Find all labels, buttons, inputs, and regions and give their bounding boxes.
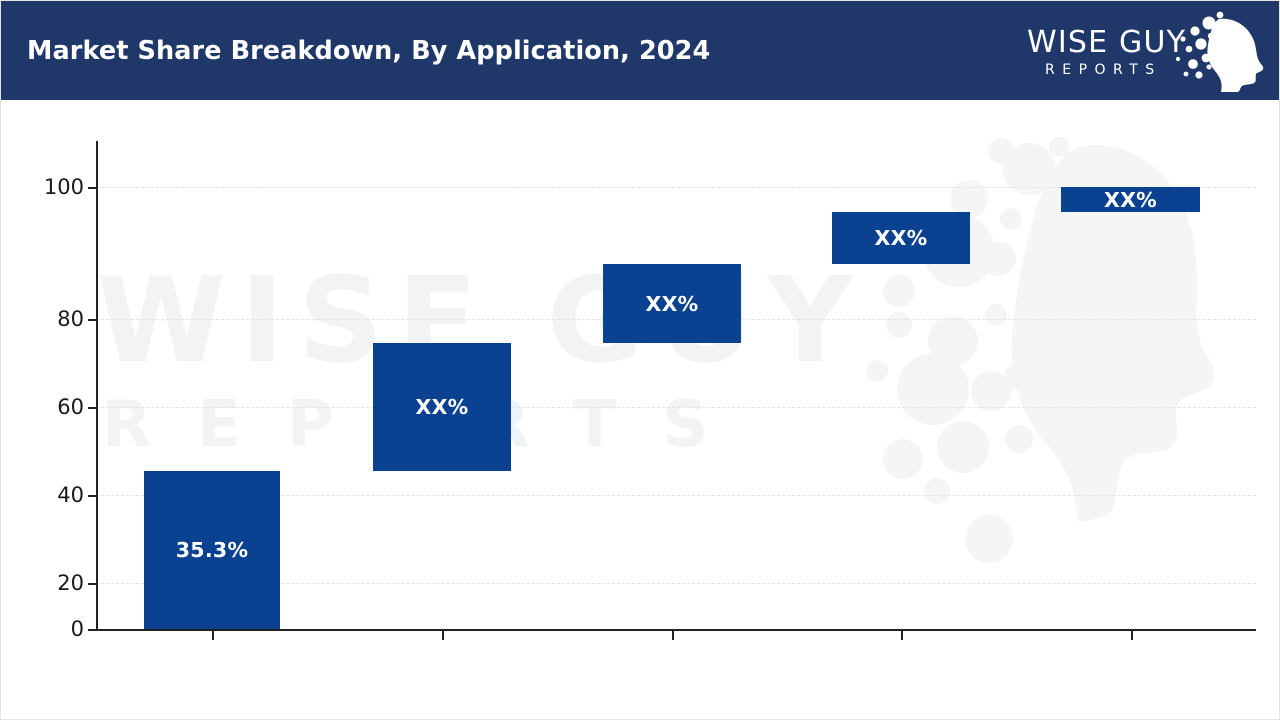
chart-header-band: Market Share Breakdown, By Application, …	[1, 1, 1279, 100]
y-tick-label-40: 40	[57, 483, 84, 507]
page-title: Market Share Breakdown, By Application, …	[27, 36, 711, 66]
y-tick-mark-40	[88, 495, 96, 497]
y-tick-label-0: 0	[70, 617, 84, 641]
bar-data-label-2: XX%	[415, 395, 469, 419]
y-tick-label-60: 60	[57, 395, 84, 419]
y-tick-mark-60	[88, 407, 96, 409]
bar-data-label-3: XX%	[645, 291, 699, 316]
bar-object-detection[interactable]: XX%	[1061, 187, 1200, 212]
x-tick-mark-3	[672, 631, 674, 640]
gridline-60	[96, 407, 1256, 408]
y-tick-mark-80	[88, 319, 96, 321]
bar-parking-assistance[interactable]: XX%	[832, 212, 970, 264]
logo-wordmark-secondary: REPORTS	[1045, 62, 1162, 78]
plot-area: WISE GUY REPORTS	[44, 137, 1256, 641]
x-axis-spine	[96, 629, 1256, 631]
y-tick-label-100: 100	[43, 175, 84, 199]
bar-data-label-1: 35.3%	[175, 538, 249, 562]
bar-traffic-monitoring[interactable]: XX%	[603, 264, 741, 343]
bar-data-label-5: XX%	[1103, 187, 1158, 212]
y-axis-spine	[96, 141, 98, 629]
y-tick-mark-20	[88, 583, 96, 585]
x-tick-mark-4	[901, 631, 903, 640]
y-tick-label-20: 20	[57, 571, 84, 595]
y-tick-mark-100	[88, 187, 96, 189]
logo-wordmark-primary: WISE GUY	[1027, 25, 1186, 60]
x-tick-mark-1	[212, 631, 214, 640]
wise-guy-reports-logo: WISE GUY REPORTS	[1027, 11, 1264, 93]
y-tick-label-80: 80	[57, 307, 84, 331]
bar-data-label-4: XX%	[874, 226, 928, 250]
gridline-40	[96, 495, 1256, 496]
bar-autonomous-driving[interactable]: XX%	[373, 343, 511, 471]
y-tick-mark-0	[88, 629, 96, 631]
watermark-head-silhouette-icon	[866, 137, 1215, 563]
logo-head-icon	[1175, 11, 1264, 93]
bar-driver-assistance-systems[interactable]: 35.3%	[144, 471, 280, 629]
gridline-20	[96, 583, 1256, 584]
x-tick-mark-5	[1131, 631, 1133, 640]
x-tick-mark-2	[442, 631, 444, 640]
gridline-100	[96, 187, 1256, 188]
